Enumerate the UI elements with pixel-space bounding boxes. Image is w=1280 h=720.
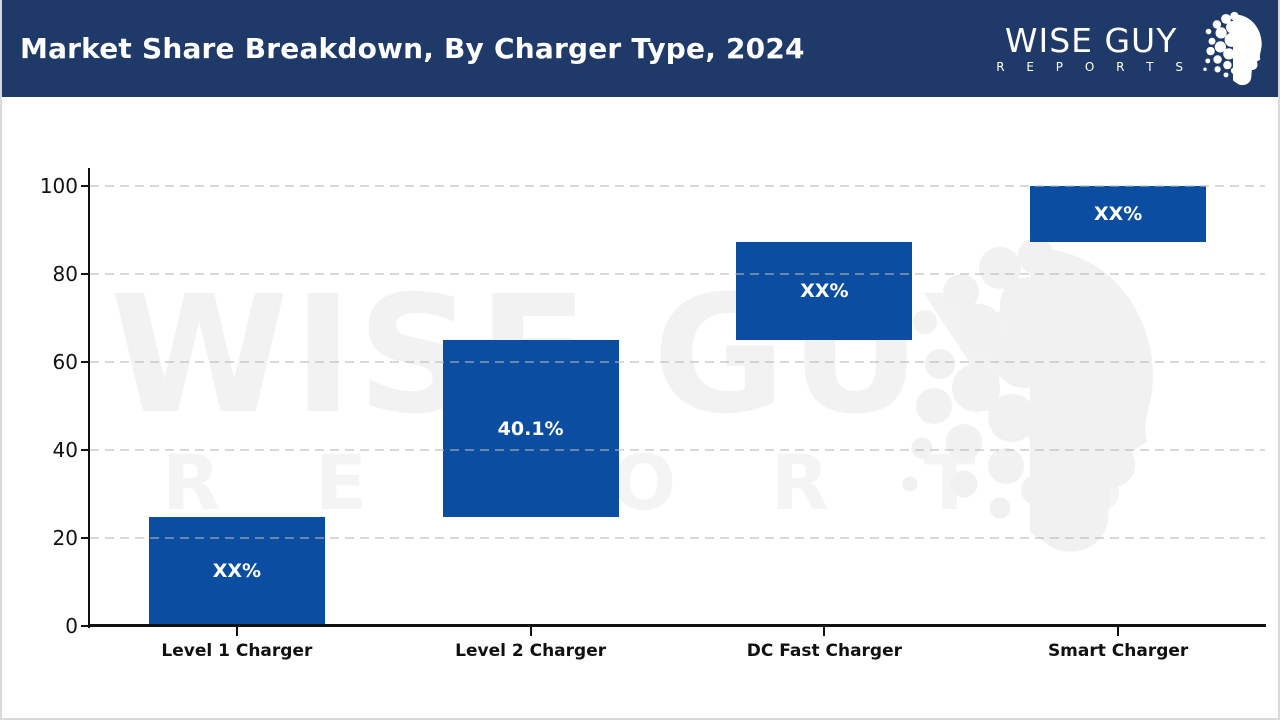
x-axis-tick	[235, 627, 238, 636]
y-axis-tick-label: 80	[52, 262, 78, 286]
y-axis-tick-label: 0	[65, 614, 78, 638]
x-axis-line	[88, 624, 1266, 627]
y-axis-tick	[81, 185, 90, 187]
gridline	[90, 361, 1265, 363]
bar-smart-charger	[1030, 186, 1207, 243]
x-axis-category-label: Smart Charger	[1047, 641, 1189, 661]
bar-value-label: 40.1%	[497, 417, 564, 440]
bar-dc-fast-charger	[736, 242, 913, 341]
wiseguy-face-icon	[1203, 11, 1262, 85]
logo-subtitle: R E P O R T S	[996, 60, 1192, 74]
gridline	[90, 185, 1265, 187]
gridline	[90, 537, 1265, 539]
y-axis-tick-label: 100	[39, 174, 78, 198]
bar-value-label: XX%	[212, 560, 262, 583]
gridline	[90, 273, 1265, 275]
y-axis-tick	[81, 537, 90, 539]
y-axis-tick	[81, 273, 90, 275]
bar-value-label: XX%	[800, 280, 849, 303]
y-axis-tick	[81, 625, 90, 627]
y-axis-tick	[81, 361, 90, 363]
wiseguy-logo: WISE GUY R E P O R T S	[990, 8, 1268, 90]
x-axis-category-label: DC Fast Charger	[746, 641, 903, 661]
x-axis-category-label: Level 1 Charger	[161, 641, 313, 661]
bar-value-label: XX%	[1093, 203, 1143, 226]
y-axis-line	[88, 168, 90, 628]
y-axis-tick-label: 20	[52, 526, 78, 550]
y-axis-tick-label: 60	[52, 350, 78, 374]
bar-level-1-charger	[148, 516, 325, 626]
gridline	[90, 449, 1265, 451]
y-axis-tick	[81, 449, 90, 451]
page-title: Market Share Breakdown, By Charger Type,…	[20, 32, 805, 65]
bar-level-2-charger	[442, 340, 619, 517]
logo-wordmark: WISE GUY	[1004, 21, 1178, 60]
y-axis-tick-label: 40	[52, 438, 78, 462]
x-axis-tick	[529, 627, 532, 636]
header: Market Share Breakdown, By Charger Type,…	[2, 0, 1278, 97]
wiseguy-face-watermark	[902, 238, 1153, 552]
x-axis-tick	[823, 627, 826, 636]
x-axis-category-label: Level 2 Charger	[455, 641, 607, 661]
x-axis-tick	[1117, 627, 1120, 636]
